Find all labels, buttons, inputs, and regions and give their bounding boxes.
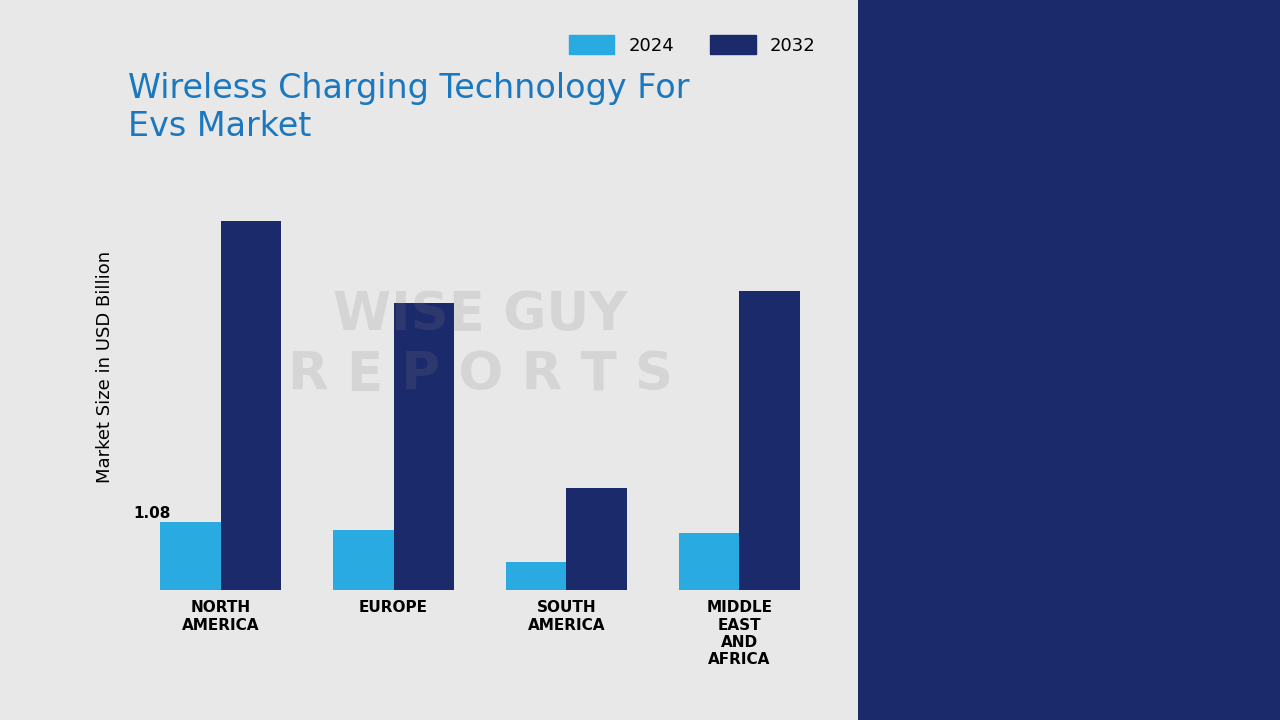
Bar (678, 533, 740, 590)
Legend: 2024, 2032: 2024, 2032 (562, 28, 823, 62)
Bar (567, 488, 627, 590)
Bar (393, 303, 454, 590)
Bar (220, 220, 282, 590)
Bar (333, 530, 393, 590)
Text: WISE GUY
R E P O R T S: WISE GUY R E P O R T S (288, 289, 672, 401)
Bar (160, 521, 220, 590)
Text: 1.08: 1.08 (133, 506, 172, 521)
Bar (506, 562, 567, 590)
Text: Wireless Charging Technology For
Evs Market: Wireless Charging Technology For Evs Mar… (128, 72, 690, 143)
Bar (740, 291, 800, 590)
Y-axis label: Market Size in USD Billion: Market Size in USD Billion (96, 251, 114, 483)
